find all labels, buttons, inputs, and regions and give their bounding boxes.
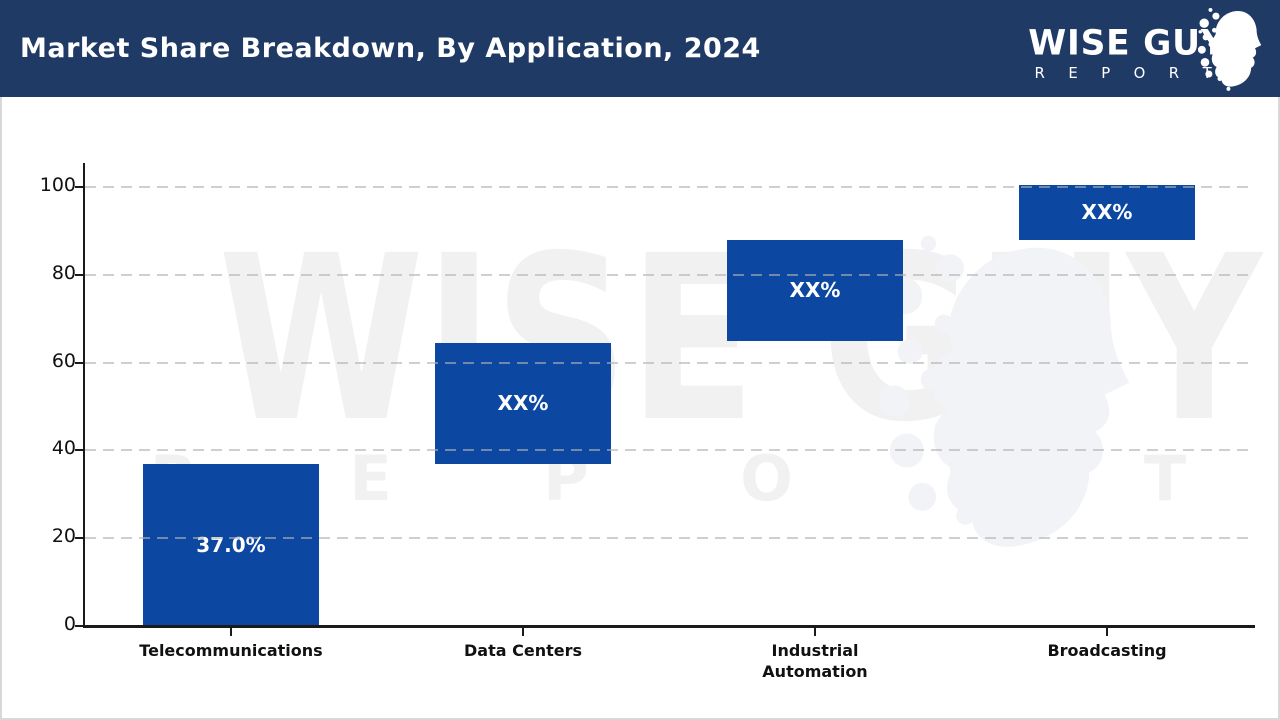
logo-subtext: R E P O R T S: [1035, 64, 1254, 82]
page-border-left: [0, 97, 2, 720]
y-tick-mark-100: [75, 186, 83, 188]
bar-broadcasting: XX%: [1019, 184, 1195, 240]
bar-value-label-broadcasting: XX%: [1081, 200, 1133, 225]
y-tick-label-100: 100: [39, 174, 76, 196]
bar-industrial-automation: XX%: [727, 239, 903, 341]
logo-wordmark: WISE GUY: [1028, 23, 1227, 63]
x-axis-label-data-centers: Data Centers: [464, 641, 582, 660]
watermark-head-icon: [865, 228, 1165, 568]
x-tick-mark-broadcasting: [1106, 628, 1108, 636]
bar-value-label-telecommunications: 37.0%: [196, 532, 266, 557]
x-tick-mark-telecommunications: [230, 628, 232, 636]
y-tick-mark-80: [75, 273, 83, 276]
x-axis-label-industrial-automation: Industrial Automation: [762, 641, 868, 681]
page-border-right: [1278, 97, 1280, 720]
y-tick-mark-40: [75, 449, 83, 452]
y-tick-label-80: 80: [51, 261, 76, 284]
y-tick-label-0: 0: [63, 613, 76, 635]
chart-title: Market Share Breakdown, By Application, …: [20, 33, 761, 64]
y-tick-mark-20: [75, 537, 83, 540]
gridline-80: [85, 273, 1253, 276]
wise-guy-reports-logo: WISE GUY R E P O R T S: [1020, 6, 1268, 92]
y-tick-label-40: 40: [51, 437, 76, 460]
gridline-20: [85, 537, 1253, 540]
bar-value-label-data-centers: XX%: [497, 391, 549, 416]
x-axis-label-telecommunications: Telecommunications: [139, 641, 323, 660]
header-bar: Market Share Breakdown, By Application, …: [0, 0, 1280, 97]
gridline-60: [85, 361, 1253, 364]
y-tick-label-20: 20: [51, 525, 76, 548]
bar-value-label-industrial-automation: XX%: [789, 278, 841, 303]
y-tick-label-60: 60: [51, 349, 76, 372]
logo-graphic: WISE GUY R E P O R T S: [1028, 7, 1262, 91]
bar-telecommunications: 37.0%: [143, 463, 319, 626]
x-tick-mark-industrial-automation: [814, 628, 816, 636]
gridline-40: [85, 449, 1253, 452]
page-border-bottom: [0, 718, 1280, 720]
x-axis-line: [83, 625, 1255, 628]
gridline-100: [85, 186, 1253, 188]
y-axis-line: [83, 163, 85, 628]
x-tick-mark-data-centers: [522, 628, 524, 636]
y-tick-mark-60: [75, 361, 83, 364]
x-axis-label-broadcasting: Broadcasting: [1047, 641, 1167, 660]
y-tick-mark-0: [75, 625, 83, 627]
logo-head-icon: [1197, 7, 1262, 91]
